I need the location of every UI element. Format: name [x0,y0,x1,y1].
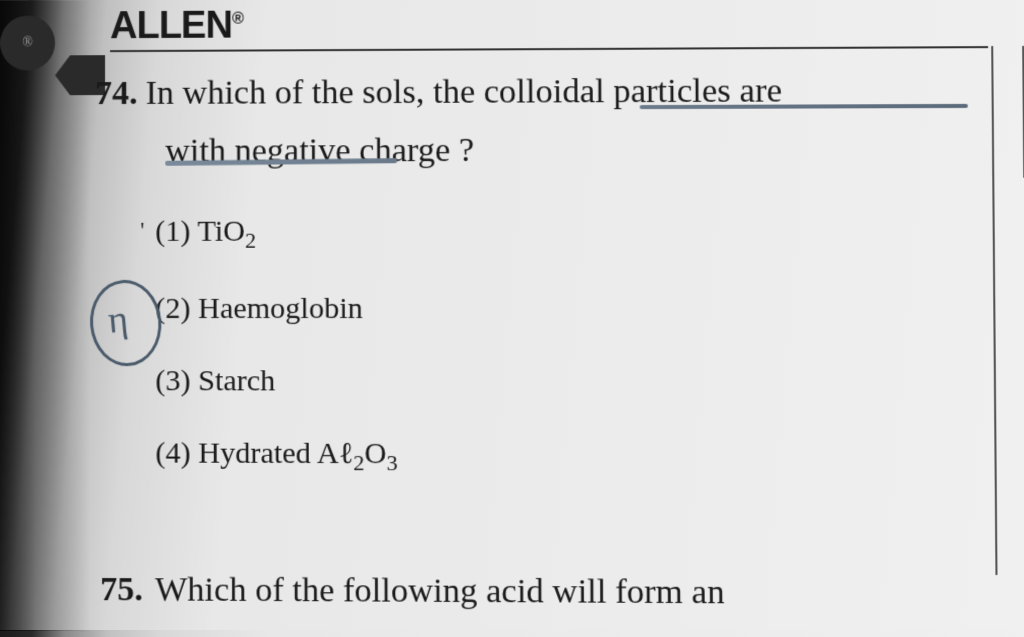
question-74-number: 74. [95,65,138,123]
options-list: (1) TiO2 (2) Haemoglobin (3) Starch (4) … [155,214,397,514]
reg-mark-badge: ® [22,35,33,51]
option-1-num: (1) [155,215,190,248]
column-border [991,46,997,575]
option-2: (2) Haemoglobin [155,292,397,326]
option-1-sub: 2 [245,228,256,253]
brand-reg: ® [232,11,243,28]
option-4-sub1: 2 [353,450,364,475]
option-4-ell: ℓ [339,437,354,470]
option-4-sub2: 3 [386,450,397,475]
pen-eta-annotation: η [106,297,130,343]
question-75-text: Which of the following acid will form an [155,571,725,611]
option-4-o: O [364,437,386,470]
tick-mark: ' [140,218,144,245]
option-3: (3) Starch [155,364,397,398]
badge-icon: ® [0,16,55,71]
question-74-line2: with negative charge ? [165,120,968,180]
question-75: 75. Which of the following acid will form… [100,571,982,614]
brand-logo: ALLEN® [110,5,243,49]
option-4-num: (4) [155,436,190,469]
option-1: (1) TiO2 [155,214,397,253]
option-4: (4) Hydrated Aℓ2O3 [155,436,397,476]
page-container: ® ALLEN® 7 74.In which of the sols, the … [0,0,1024,637]
brand-name: ALLEN [110,5,232,48]
option-4-text: Hydrated A [198,437,339,471]
option-1-text: TiO [197,215,245,248]
question-75-number: 75. [100,571,143,608]
question-74-line1: 74.In which of the sols, the colloidal p… [95,61,968,122]
